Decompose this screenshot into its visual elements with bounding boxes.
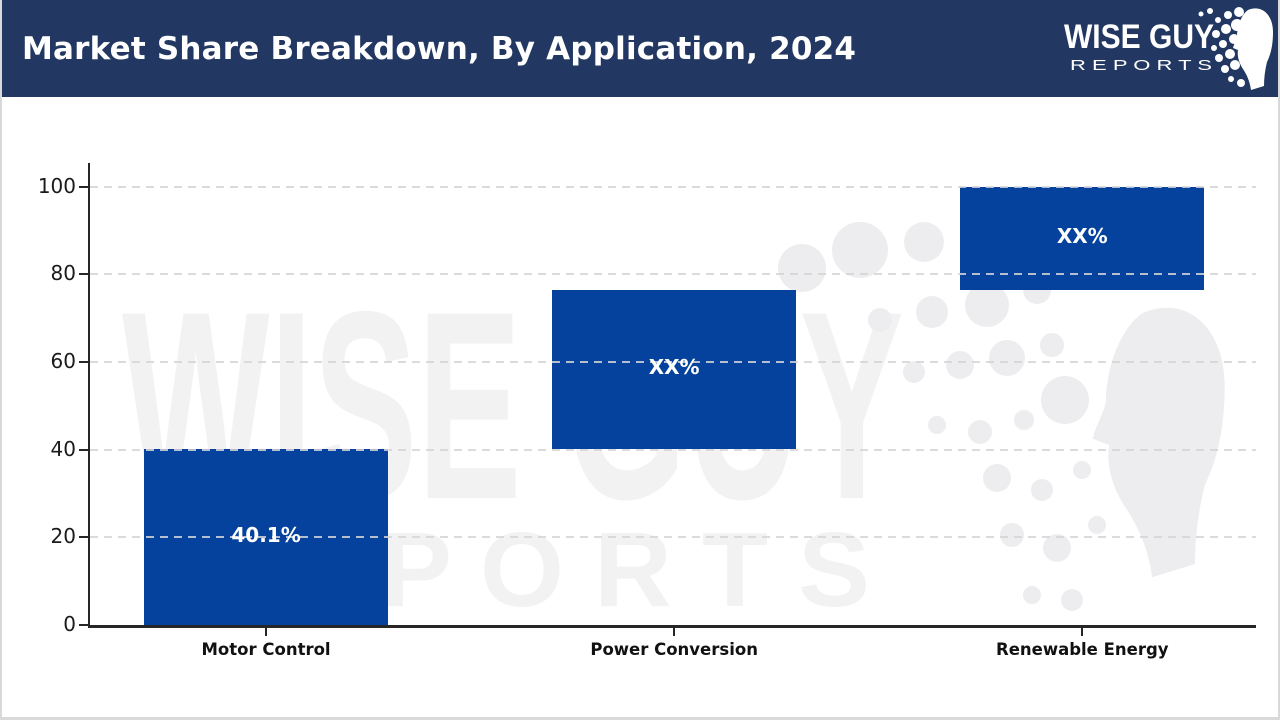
y-axis-spine <box>88 163 90 627</box>
y-axis-tick-label: 0 <box>63 612 76 636</box>
y-axis-tick <box>79 361 88 363</box>
y-axis-tick-label: 100 <box>37 173 76 198</box>
bar-value-label: XX% <box>648 355 700 380</box>
y-axis-tick <box>79 273 88 276</box>
header: Market Share Breakdown, By Application, … <box>2 0 1278 97</box>
bar-value-label: 40.1% <box>231 523 301 548</box>
gridline <box>90 185 1256 188</box>
x-axis-category-label: Motor Control <box>201 640 331 659</box>
gridline <box>90 536 1256 539</box>
bar-segment <box>960 186 1205 290</box>
x-axis-tick <box>1081 627 1084 636</box>
bar-segment <box>552 289 797 450</box>
y-axis-tick-label: 20 <box>50 524 76 549</box>
brand-logo: WISE GUY R E P O R T S <box>1064 6 1273 90</box>
x-axis-tick <box>673 627 676 636</box>
x-axis-tick <box>265 627 268 636</box>
brand-logo-line1: WISE GUY <box>1064 18 1214 56</box>
y-axis-tick-label: 80 <box>50 261 76 286</box>
y-axis-tick <box>79 185 88 188</box>
x-axis-category-label: Renewable Energy <box>996 640 1169 659</box>
gridline <box>90 273 1256 276</box>
brand-logo-line2: R E P O R T S <box>1070 57 1212 74</box>
y-axis-tick <box>79 624 88 626</box>
gridline <box>90 361 1256 363</box>
face-profile-dots-icon <box>1198 6 1273 90</box>
x-axis-spine <box>88 625 1256 628</box>
y-axis-tick-label: 60 <box>50 349 76 373</box>
bar-value-label: XX% <box>1056 224 1108 249</box>
y-axis-tick <box>79 536 88 539</box>
y-axis-tick <box>79 448 88 451</box>
x-axis-category-label: Power Conversion <box>590 640 758 659</box>
y-axis-tick-label: 40 <box>50 436 76 461</box>
gridline <box>90 448 1256 451</box>
page-title: Market Share Breakdown, By Application, … <box>22 30 857 67</box>
